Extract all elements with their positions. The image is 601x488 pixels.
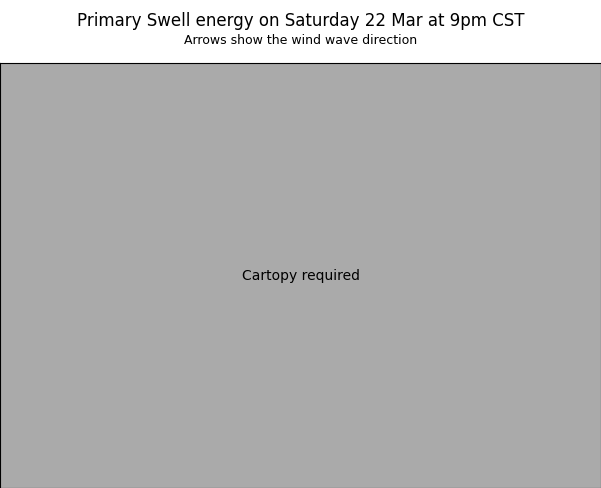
Text: Arrows show the wind wave direction: Arrows show the wind wave direction bbox=[184, 34, 417, 47]
Text: Primary Swell energy on Saturday 22 Mar at 9pm CST: Primary Swell energy on Saturday 22 Mar … bbox=[77, 12, 524, 30]
Text: Cartopy required: Cartopy required bbox=[242, 269, 359, 283]
